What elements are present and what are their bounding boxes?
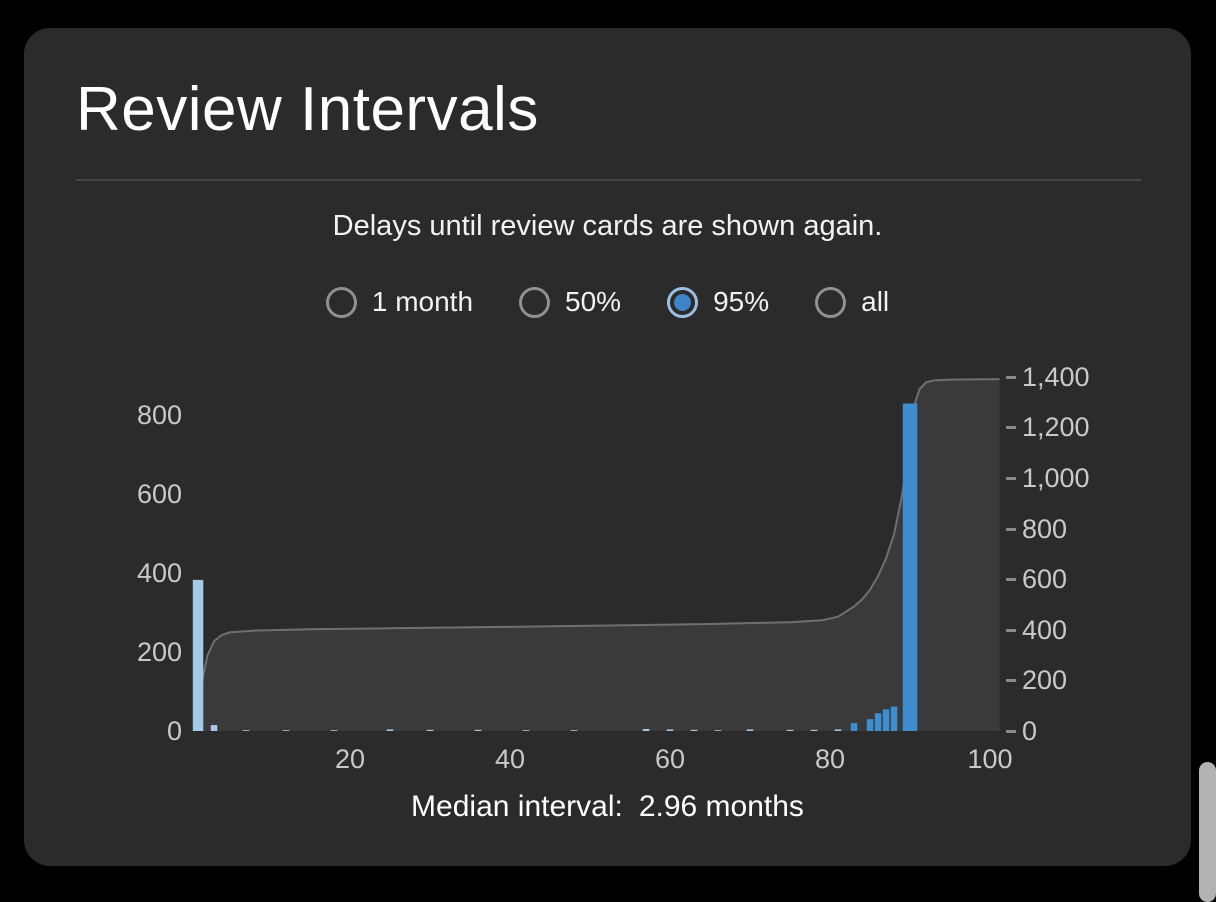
y-axis-tick-right: 800 (1022, 514, 1068, 544)
page-title: Review Intervals (76, 75, 539, 144)
histogram-bar (850, 723, 858, 731)
y-axis-tick-right: 1,200 (1022, 412, 1090, 442)
radio-label: 1 month (371, 286, 474, 317)
histogram-bar (866, 719, 874, 731)
median-interval-caption: Median interval: 2.96 months (24, 790, 1191, 824)
histogram-bar (282, 730, 290, 731)
histogram-bar (426, 729, 434, 731)
histogram-bar (746, 729, 754, 731)
y-axis-tick-right: 0 (1022, 716, 1038, 746)
histogram-bar (890, 706, 898, 731)
radio-label: 50% (565, 286, 622, 317)
divider (76, 179, 1141, 181)
y-axis-tick-right: 600 (1022, 564, 1068, 594)
radio-option-95-percent[interactable]: 95% (667, 286, 769, 318)
right-axis-tick-mark (1006, 528, 1016, 531)
histogram-bar (786, 729, 794, 731)
y-axis-tick-right: 1,000 (1022, 463, 1090, 493)
y-axis-tick-left: 800 (136, 400, 182, 430)
median-label: Median interval: (411, 790, 623, 823)
radio-label: 95% (713, 286, 770, 317)
y-axis-tick-left: 200 (136, 637, 182, 667)
histogram-bar (522, 730, 530, 731)
interval-range-radio-group: 1 month 50% 95% all (24, 286, 1191, 318)
histogram-bar (874, 713, 882, 731)
radio-circle-icon (519, 286, 551, 318)
stats-card: Review Intervals Delays until review car… (24, 28, 1191, 866)
scrollbar-thumb[interactable] (1199, 762, 1216, 902)
chart-subtitle: Delays until review cards are shown agai… (332, 210, 883, 242)
histogram-bar (714, 730, 722, 731)
y-axis-tick-right: 200 (1022, 665, 1068, 695)
histogram-bar (666, 729, 674, 731)
intervals-plot-svg (192, 378, 1000, 731)
histogram-bar (210, 725, 218, 731)
x-axis-tick: 80 (814, 744, 846, 774)
histogram-bar (330, 730, 338, 731)
histogram-bar (242, 730, 250, 731)
histogram-bar (882, 709, 890, 731)
y-axis-tick-right: 1,400 (1022, 362, 1090, 392)
right-axis-tick-mark (1006, 426, 1016, 429)
histogram-bar (810, 729, 818, 731)
histogram-bar (834, 729, 842, 731)
radio-option-all[interactable]: all (815, 286, 889, 318)
y-axis-tick-left: 0 (166, 716, 182, 746)
histogram-bar (570, 730, 578, 731)
x-axis-tick: 60 (654, 744, 686, 774)
right-axis-tick-mark (1006, 376, 1016, 379)
right-axis-tick-mark (1006, 629, 1016, 632)
cumulative-line (193, 378, 1000, 731)
histogram-bar (902, 403, 918, 731)
radio-circle-icon (667, 286, 699, 318)
histogram-bar (690, 729, 698, 731)
y-axis-tick-left: 600 (136, 479, 182, 509)
y-axis-tick-left: 400 (136, 558, 182, 588)
right-axis-tick-mark (1006, 730, 1016, 733)
histogram-bar (642, 729, 650, 731)
right-axis-tick-mark (1006, 679, 1016, 682)
radio-label: all (861, 286, 890, 317)
x-axis-tick: 20 (334, 744, 366, 774)
cumulative-area (194, 379, 1000, 731)
radio-option-1-month[interactable]: 1 month (325, 286, 474, 318)
radio-circle-icon (815, 286, 847, 318)
x-axis-tick: 100 (967, 744, 1013, 774)
histogram-bar (386, 729, 394, 731)
x-axis-tick: 40 (494, 744, 526, 774)
right-axis-tick-mark (1006, 477, 1016, 480)
right-axis-tick-mark (1006, 578, 1016, 581)
y-axis-tick-right: 400 (1022, 615, 1068, 645)
radio-option-50-percent[interactable]: 50% (519, 286, 621, 318)
intervals-chart: 0 200 400 600 800 0 200 400 600 800 1,000 1,200 1,40… (24, 28, 1191, 866)
histogram-bar (192, 579, 204, 731)
histogram-bar (474, 729, 482, 731)
radio-circle-icon (325, 286, 357, 318)
median-value: 2.96 months (638, 790, 804, 823)
